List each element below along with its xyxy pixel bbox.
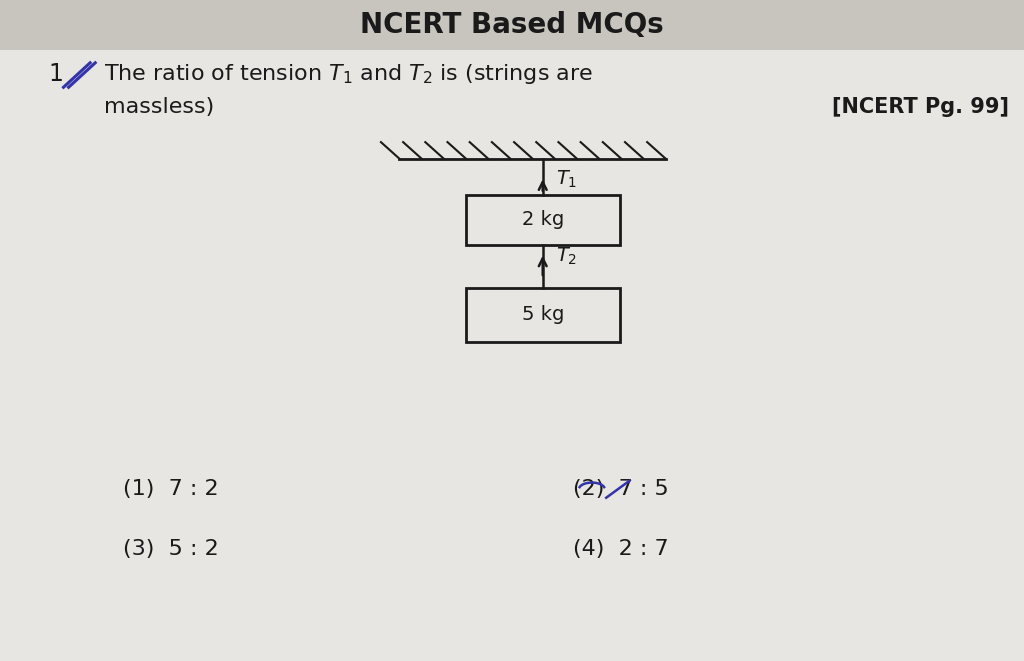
FancyBboxPatch shape [0, 0, 1024, 50]
Text: NCERT Based MCQs: NCERT Based MCQs [360, 11, 664, 39]
Text: $T_2$: $T_2$ [556, 245, 578, 267]
Text: massless): massless) [104, 97, 215, 117]
Text: The ratio of tension $T_1$ and $T_2$ is (strings are: The ratio of tension $T_1$ and $T_2$ is … [104, 62, 594, 86]
Text: [NCERT Pg. 99]: [NCERT Pg. 99] [831, 97, 1009, 117]
Text: (3)  5 : 2: (3) 5 : 2 [123, 539, 219, 559]
Text: $T_1$: $T_1$ [556, 169, 578, 190]
Text: 1: 1 [49, 62, 63, 86]
Text: (4)  2 : 7: (4) 2 : 7 [573, 539, 669, 559]
Text: (2)  7 : 5: (2) 7 : 5 [573, 479, 670, 499]
Text: 5 kg: 5 kg [521, 305, 564, 325]
Text: 2 kg: 2 kg [521, 210, 564, 229]
Text: (1)  7 : 2: (1) 7 : 2 [123, 479, 218, 499]
